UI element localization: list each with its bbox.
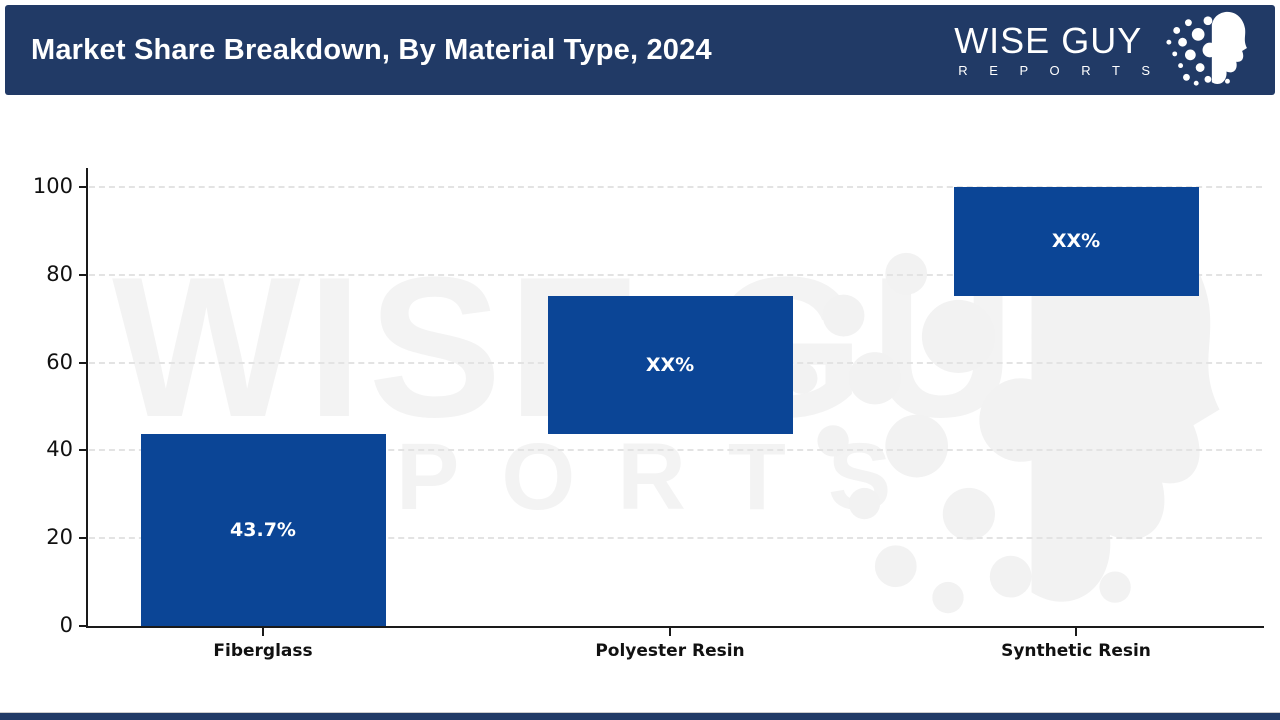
bar-synthetic-resin: XX% xyxy=(953,187,1199,296)
logo-wordmark: WISE GUY xyxy=(954,19,1143,61)
x-tick-mark xyxy=(262,628,264,636)
gridline xyxy=(89,186,1262,188)
y-tick-label: 40 xyxy=(46,437,73,462)
footer-divider xyxy=(0,712,1280,713)
gridline xyxy=(89,449,1262,452)
bar-value-label: 43.7% xyxy=(230,519,296,542)
bar-value-label: XX% xyxy=(1051,230,1101,253)
gridline xyxy=(89,537,1262,540)
y-tick-mark xyxy=(79,625,88,627)
wise-guy-reports-logo: WISE GUY R E P O R T S xyxy=(954,9,1249,91)
logo-text: WISE GUY R E P O R T S xyxy=(954,19,1159,78)
logo-subtitle: R E P O R T S xyxy=(958,62,1159,78)
y-tick-mark xyxy=(79,449,88,452)
y-tick-label: 100 xyxy=(32,174,73,198)
x-tick-mark xyxy=(669,628,671,636)
x-axis-label: Synthetic Resin xyxy=(1001,641,1151,661)
bar-polyester-resin: XX% xyxy=(547,295,793,435)
y-tick-mark xyxy=(79,273,88,276)
x-axis-label: Polyester Resin xyxy=(595,641,745,661)
x-axis-line xyxy=(86,626,1264,628)
y-tick-mark xyxy=(79,361,88,364)
bar-value-label: XX% xyxy=(645,354,695,376)
y-tick-mark xyxy=(79,537,88,540)
gridline xyxy=(89,273,1262,276)
footer-bar xyxy=(0,713,1280,720)
y-tick-label: 80 xyxy=(46,261,73,286)
y-tick-label: 0 xyxy=(59,613,73,637)
y-tick-mark xyxy=(79,186,88,188)
y-tick-label: 20 xyxy=(46,525,73,550)
logo-face-icon xyxy=(1166,11,1247,86)
x-axis-label: Fiberglass xyxy=(213,641,313,661)
bar-fiberglass: 43.7% xyxy=(140,434,386,626)
x-tick-mark xyxy=(1075,628,1077,636)
header-band: Market Share Breakdown, By Material Type… xyxy=(5,5,1275,95)
page-title: Market Share Breakdown, By Material Type… xyxy=(31,33,712,66)
y-tick-label: 60 xyxy=(46,349,73,374)
y-axis-line xyxy=(86,168,88,628)
